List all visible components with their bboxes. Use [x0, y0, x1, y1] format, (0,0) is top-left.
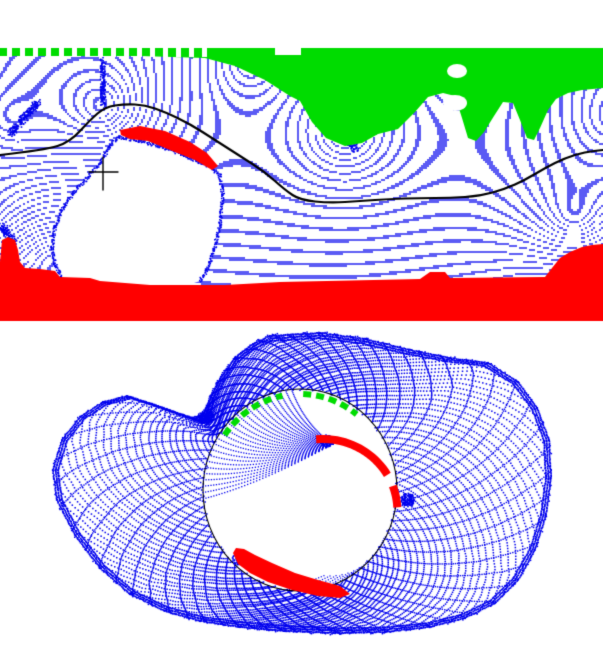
torus-3d-panel: [0, 330, 603, 645]
streamline-figure: [0, 0, 603, 645]
flat-map-panel: [0, 0, 603, 330]
